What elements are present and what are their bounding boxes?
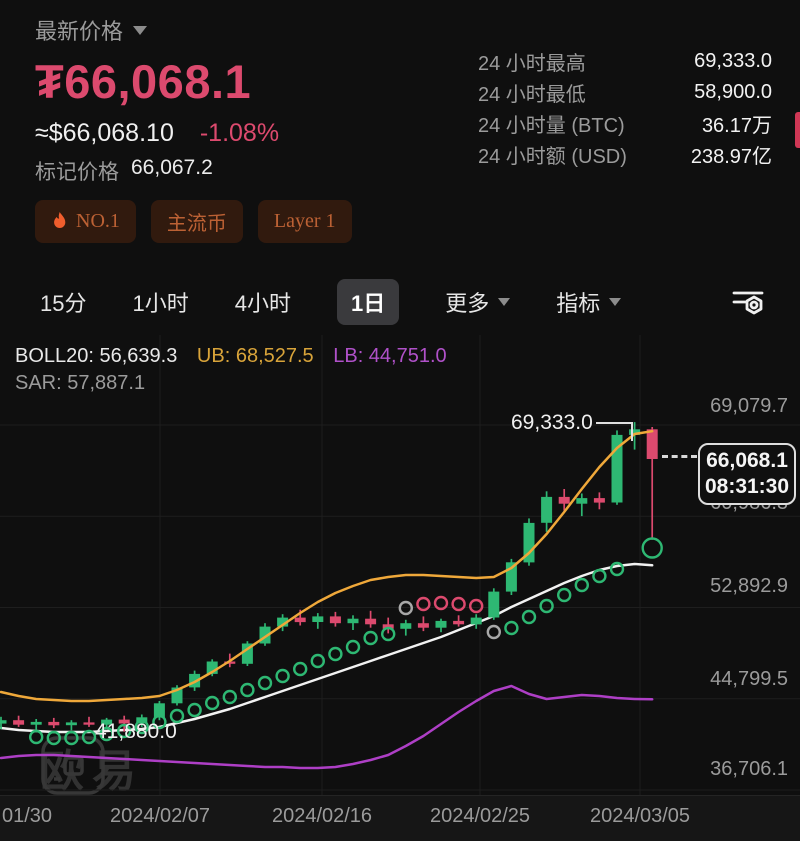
- stat-row-turnover-usd: 24 小时额 (USD) 238.97亿: [478, 139, 772, 170]
- tab-1h[interactable]: 1小时: [132, 291, 189, 316]
- x-tick: 2024/02/16: [271, 805, 373, 827]
- ub-value: UB: 68,527.5: [196, 345, 314, 367]
- stat-value: 36.17万: [701, 115, 772, 137]
- x-tick: 2024/03/05: [589, 805, 691, 827]
- low-annotation: 41,880.0: [95, 720, 177, 743]
- caret-down-icon: [133, 25, 148, 35]
- sar-dots: [29, 537, 663, 746]
- tab-15m[interactable]: 15分: [40, 291, 87, 316]
- indicator-dropdown[interactable]: 指标: [556, 286, 622, 318]
- high-callout-line: [631, 422, 633, 441]
- high-callout-line: [596, 422, 633, 424]
- badge-mainstream: 主流币: [150, 200, 243, 243]
- stat-value: 58,900.0: [694, 81, 772, 103]
- last-price-box-price: 66,068.1: [706, 449, 788, 472]
- last-price-box-time: 08:31:30: [704, 475, 790, 498]
- more-label: 更多: [445, 291, 490, 316]
- caret-down-icon: [498, 298, 511, 306]
- high-annotation: 69,333.0: [511, 411, 593, 434]
- indicator-readout: BOLL20: 56,639.3 UB: 68,527.5 LB: 44,751…: [15, 343, 447, 397]
- badge-label: NO.1: [76, 210, 120, 232]
- x-tick: 01/30: [2, 805, 53, 827]
- latest-price-label: 最新价格: [35, 19, 124, 44]
- change-percent: -1.08%: [199, 119, 280, 147]
- badge-label: 主流币: [166, 213, 227, 235]
- mark-price-label: 标记价格: [35, 161, 119, 184]
- timeframe-toolbar: 15分 1小时 4小时 1日 更多 指标: [0, 272, 800, 332]
- last-price-box: 66,068.1 08:31:30: [698, 443, 796, 505]
- mark-price-value: 66,067.2: [131, 156, 213, 179]
- price-header: 最新价格 ₮66,068.1 ≈$66,068.10 -1.08% 标记价格 6…: [35, 14, 279, 186]
- usd-approx-price: ≈$66,068.10: [35, 119, 174, 147]
- stat-label: 24 小时量 (BTC): [478, 115, 625, 137]
- stat-label: 24 小时额 (USD): [478, 146, 627, 168]
- y-tick: 69,079.7: [710, 395, 788, 417]
- y-tick: 44,799.5: [710, 668, 788, 690]
- stat-label: 24 小时最高: [478, 53, 586, 75]
- last-price-dash-line: [662, 455, 697, 458]
- stats-panel: 24 小时最高 69,333.0 24 小时最低 58,900.0 24 小时量…: [478, 46, 772, 170]
- gridlines: [0, 335, 800, 795]
- badge-label: Layer 1: [273, 210, 336, 232]
- x-axis: 01/30 2024/02/07 2024/02/16 2024/02/25 2…: [0, 795, 800, 841]
- indicator-label: 指标: [556, 291, 601, 316]
- stat-row-volume-btc: 24 小时量 (BTC) 36.17万: [478, 108, 772, 139]
- lb-value: LB: 44,751.0: [333, 345, 447, 367]
- stat-label: 24 小时最低: [478, 84, 586, 106]
- chart-canvas[interactable]: [0, 335, 800, 795]
- latest-price-dropdown[interactable]: 最新价格: [35, 14, 279, 46]
- sar-value: SAR: 57,887.1: [15, 372, 146, 394]
- chart-settings-icon[interactable]: [732, 287, 764, 322]
- badge-layer1: Layer 1: [257, 200, 352, 243]
- y-tick: 36,706.1: [710, 758, 788, 780]
- stat-row-low: 24 小时最低 58,900.0: [478, 77, 772, 108]
- tag-row: NO.1 主流币 Layer 1: [35, 200, 352, 243]
- boll-value: BOLL20: 56,639.3: [15, 345, 178, 367]
- x-tick: 2024/02/25: [429, 805, 531, 827]
- candles: [0, 422, 658, 732]
- x-tick: 2024/02/07: [109, 805, 211, 827]
- badge-no1: NO.1: [35, 200, 136, 243]
- more-dropdown[interactable]: 更多: [445, 286, 511, 318]
- stat-value: 69,333.0: [694, 50, 772, 72]
- flame-icon: [54, 211, 66, 228]
- stat-row-high: 24 小时最高 69,333.0: [478, 46, 772, 77]
- candlestick-chart[interactable]: 欧易 69,079.7 60,986.3 52,892.9 44,799.5 3…: [0, 335, 800, 796]
- scroll-indicator: [795, 112, 800, 148]
- last-price: ₮66,068.1: [35, 55, 252, 108]
- tab-4h[interactable]: 4小时: [234, 291, 291, 316]
- caret-down-icon: [609, 298, 622, 306]
- tab-1d[interactable]: 1日: [336, 279, 400, 325]
- stat-value: 238.97亿: [690, 146, 772, 168]
- y-tick: 52,892.9: [710, 575, 788, 597]
